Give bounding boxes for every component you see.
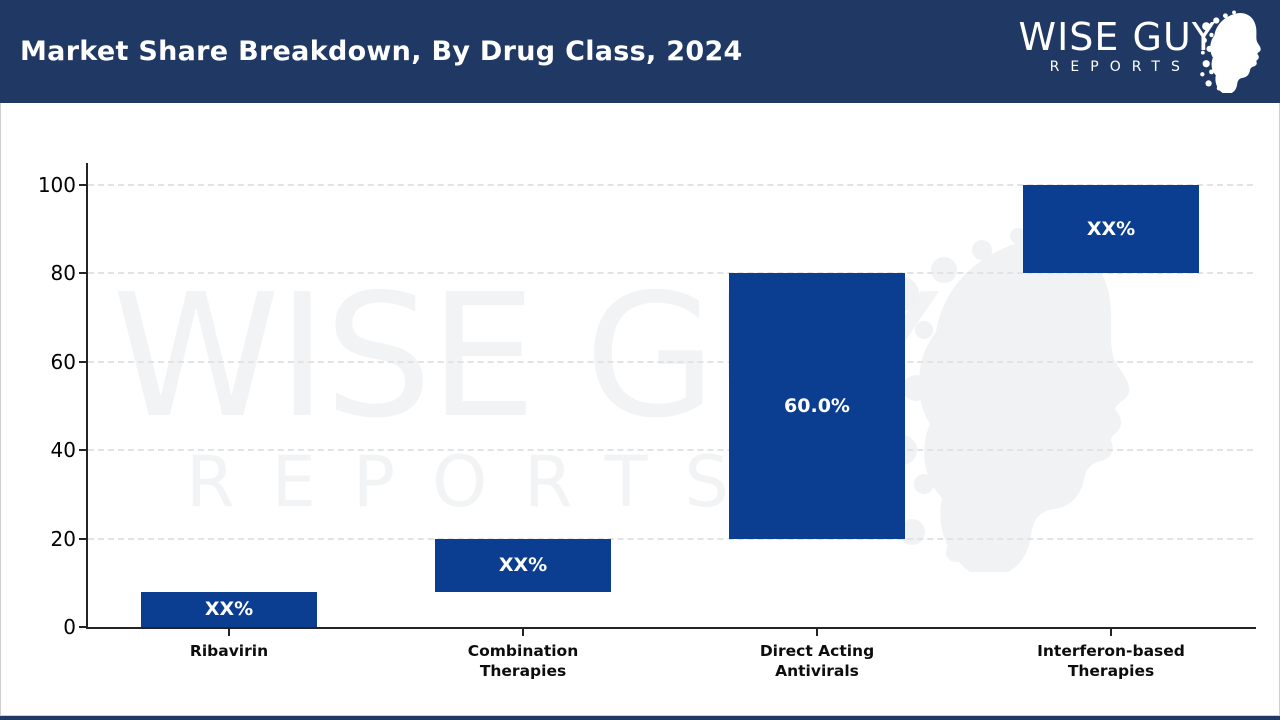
x-tick	[522, 629, 524, 636]
y-gridline	[88, 360, 1253, 363]
x-category-label-line: Therapies	[1067, 662, 1155, 680]
bar-value-label: 60.0%	[784, 395, 850, 418]
brand-logo: WISE GUY REPORTS	[1015, 0, 1280, 103]
bar: 60.0%	[729, 273, 905, 539]
y-tick-label: 0	[63, 615, 76, 639]
header-bar: Market Share Breakdown, By Drug Class, 2…	[0, 0, 1280, 103]
x-category-label: Combination Therapies	[403, 641, 643, 681]
bar-value-label: XX%	[498, 554, 548, 577]
y-gridline	[88, 272, 1253, 275]
x-category-label-line: Combination	[467, 642, 579, 660]
page-title: Market Share Breakdown, By Drug Class, 2…	[20, 36, 743, 67]
x-tick	[228, 629, 230, 636]
brand-subname: REPORTS	[1049, 59, 1191, 75]
y-tick	[79, 626, 86, 628]
y-tick	[79, 537, 86, 540]
x-category-label: Direct Acting Antivirals	[697, 641, 937, 681]
bar-value-label: XX%	[1086, 218, 1136, 241]
x-tick	[1110, 629, 1112, 636]
y-tick-label: 80	[50, 261, 76, 286]
y-tick	[79, 449, 86, 452]
x-tick	[816, 629, 818, 636]
footer-bar	[0, 716, 1280, 720]
x-category-label-line: Direct Acting	[759, 642, 875, 660]
x-axis-line	[86, 627, 1256, 629]
y-tick	[79, 360, 86, 363]
y-axis-line	[86, 163, 88, 629]
brand-head-icon	[1200, 10, 1261, 93]
y-gridline	[88, 449, 1253, 452]
y-gridline	[88, 184, 1253, 187]
y-tick	[79, 272, 86, 275]
brand-logo-text: WISE GUY REPORTS	[1019, 17, 1216, 75]
y-gridline	[88, 537, 1253, 540]
bar: XX%	[435, 538, 611, 592]
y-tick-label: 40	[50, 438, 76, 463]
x-category-label-line: Interferon-based	[1037, 642, 1185, 660]
bar: XX%	[1023, 185, 1199, 274]
y-tick-label: 100	[37, 173, 76, 198]
y-tick-label: 20	[50, 526, 76, 551]
x-category-label-line: Therapies	[479, 662, 567, 680]
x-category-label: Ribavirin	[109, 641, 349, 661]
bar-value-label: XX%	[204, 598, 254, 621]
bar: XX%	[141, 591, 317, 627]
x-category-label: Interferon-based Therapies	[991, 641, 1231, 681]
x-category-label-line: Ribavirin	[189, 642, 269, 660]
brand-name: WISE GUY	[1018, 15, 1216, 59]
x-category-label-line: Antivirals	[775, 662, 859, 680]
y-tick-label: 60	[50, 349, 76, 374]
y-tick	[79, 184, 86, 187]
